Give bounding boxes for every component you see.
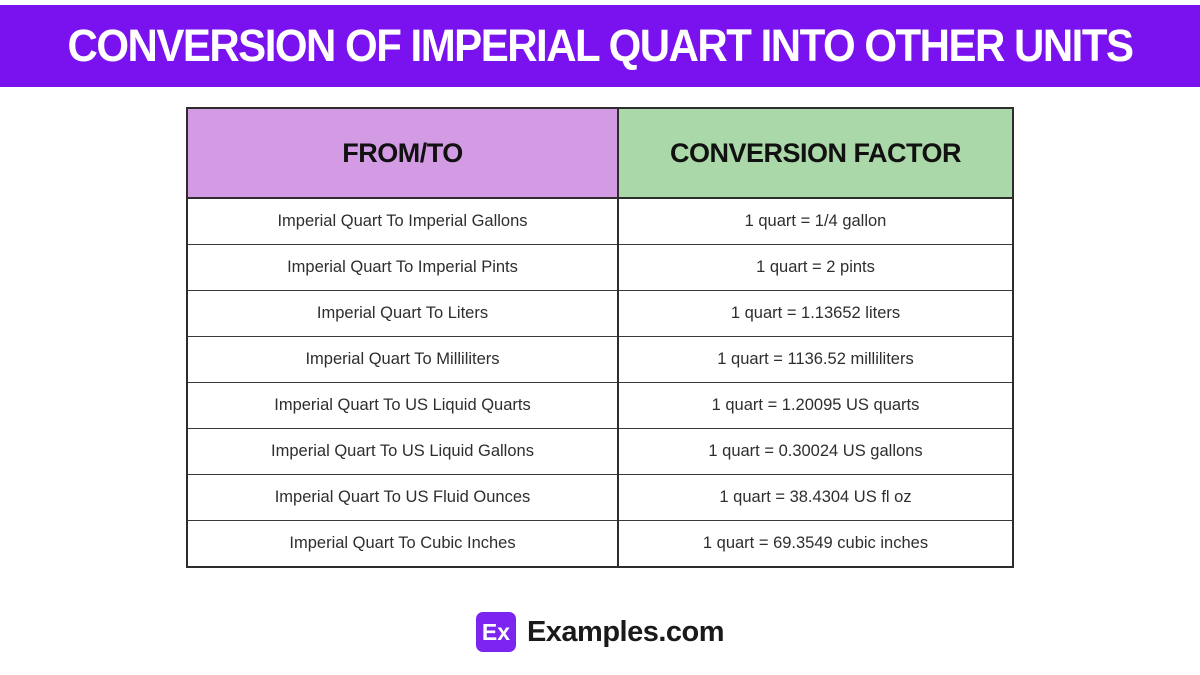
page-title: CONVERSION OF IMPERIAL QUART INTO OTHER … [67, 20, 1134, 71]
factor-cell: 1 quart = 38.4304 US fl oz [617, 474, 1014, 521]
factor-cell: 1 quart = 2 pints [617, 244, 1014, 291]
column-header-from-to: FROM/TO [186, 107, 619, 199]
table-row: Imperial Quart To Liters 1 quart = 1.136… [186, 290, 1014, 337]
conversion-table: FROM/TO CONVERSION FACTOR Imperial Quart… [186, 107, 1014, 568]
table-row: Imperial Quart To Milliliters 1 quart = … [186, 336, 1014, 383]
factor-cell: 1 quart = 1/4 gallon [617, 197, 1014, 245]
from-to-cell: Imperial Quart To US Liquid Gallons [186, 428, 619, 475]
logo-letters: Ex [481, 618, 510, 645]
table-row: Imperial Quart To US Fluid Ounces 1 quar… [186, 474, 1014, 521]
table-row: Imperial Quart To Cubic Inches 1 quart =… [186, 520, 1014, 568]
table-header-row: FROM/TO CONVERSION FACTOR [186, 107, 1014, 199]
factor-cell: 1 quart = 1.13652 liters [617, 290, 1014, 337]
footer-brand: Ex Examples.com [0, 612, 1200, 652]
title-banner: CONVERSION OF IMPERIAL QUART INTO OTHER … [0, 5, 1200, 87]
factor-cell: 1 quart = 69.3549 cubic inches [617, 520, 1014, 568]
from-to-cell: Imperial Quart To US Fluid Ounces [186, 474, 619, 521]
from-to-cell: Imperial Quart To Cubic Inches [186, 520, 619, 568]
table-row: Imperial Quart To US Liquid Gallons 1 qu… [186, 428, 1014, 475]
from-to-cell: Imperial Quart To Imperial Gallons [186, 197, 619, 245]
examples-logo-icon: Ex [475, 612, 516, 652]
factor-cell: 1 quart = 0.30024 US gallons [617, 428, 1014, 475]
factor-cell: 1 quart = 1.20095 US quarts [617, 382, 1014, 429]
from-to-cell: Imperial Quart To US Liquid Quarts [186, 382, 619, 429]
factor-cell: 1 quart = 1136.52 milliliters [617, 336, 1014, 383]
table-row: Imperial Quart To Imperial Gallons 1 qua… [186, 197, 1014, 245]
from-to-cell: Imperial Quart To Liters [186, 290, 619, 337]
from-to-cell: Imperial Quart To Imperial Pints [186, 244, 619, 291]
brand-name: Examples.com [526, 615, 725, 648]
column-header-conversion-factor: CONVERSION FACTOR [617, 107, 1014, 199]
table-row: Imperial Quart To Imperial Pints 1 quart… [186, 244, 1014, 291]
table-row: Imperial Quart To US Liquid Quarts 1 qua… [186, 382, 1014, 429]
from-to-cell: Imperial Quart To Milliliters [186, 336, 619, 383]
